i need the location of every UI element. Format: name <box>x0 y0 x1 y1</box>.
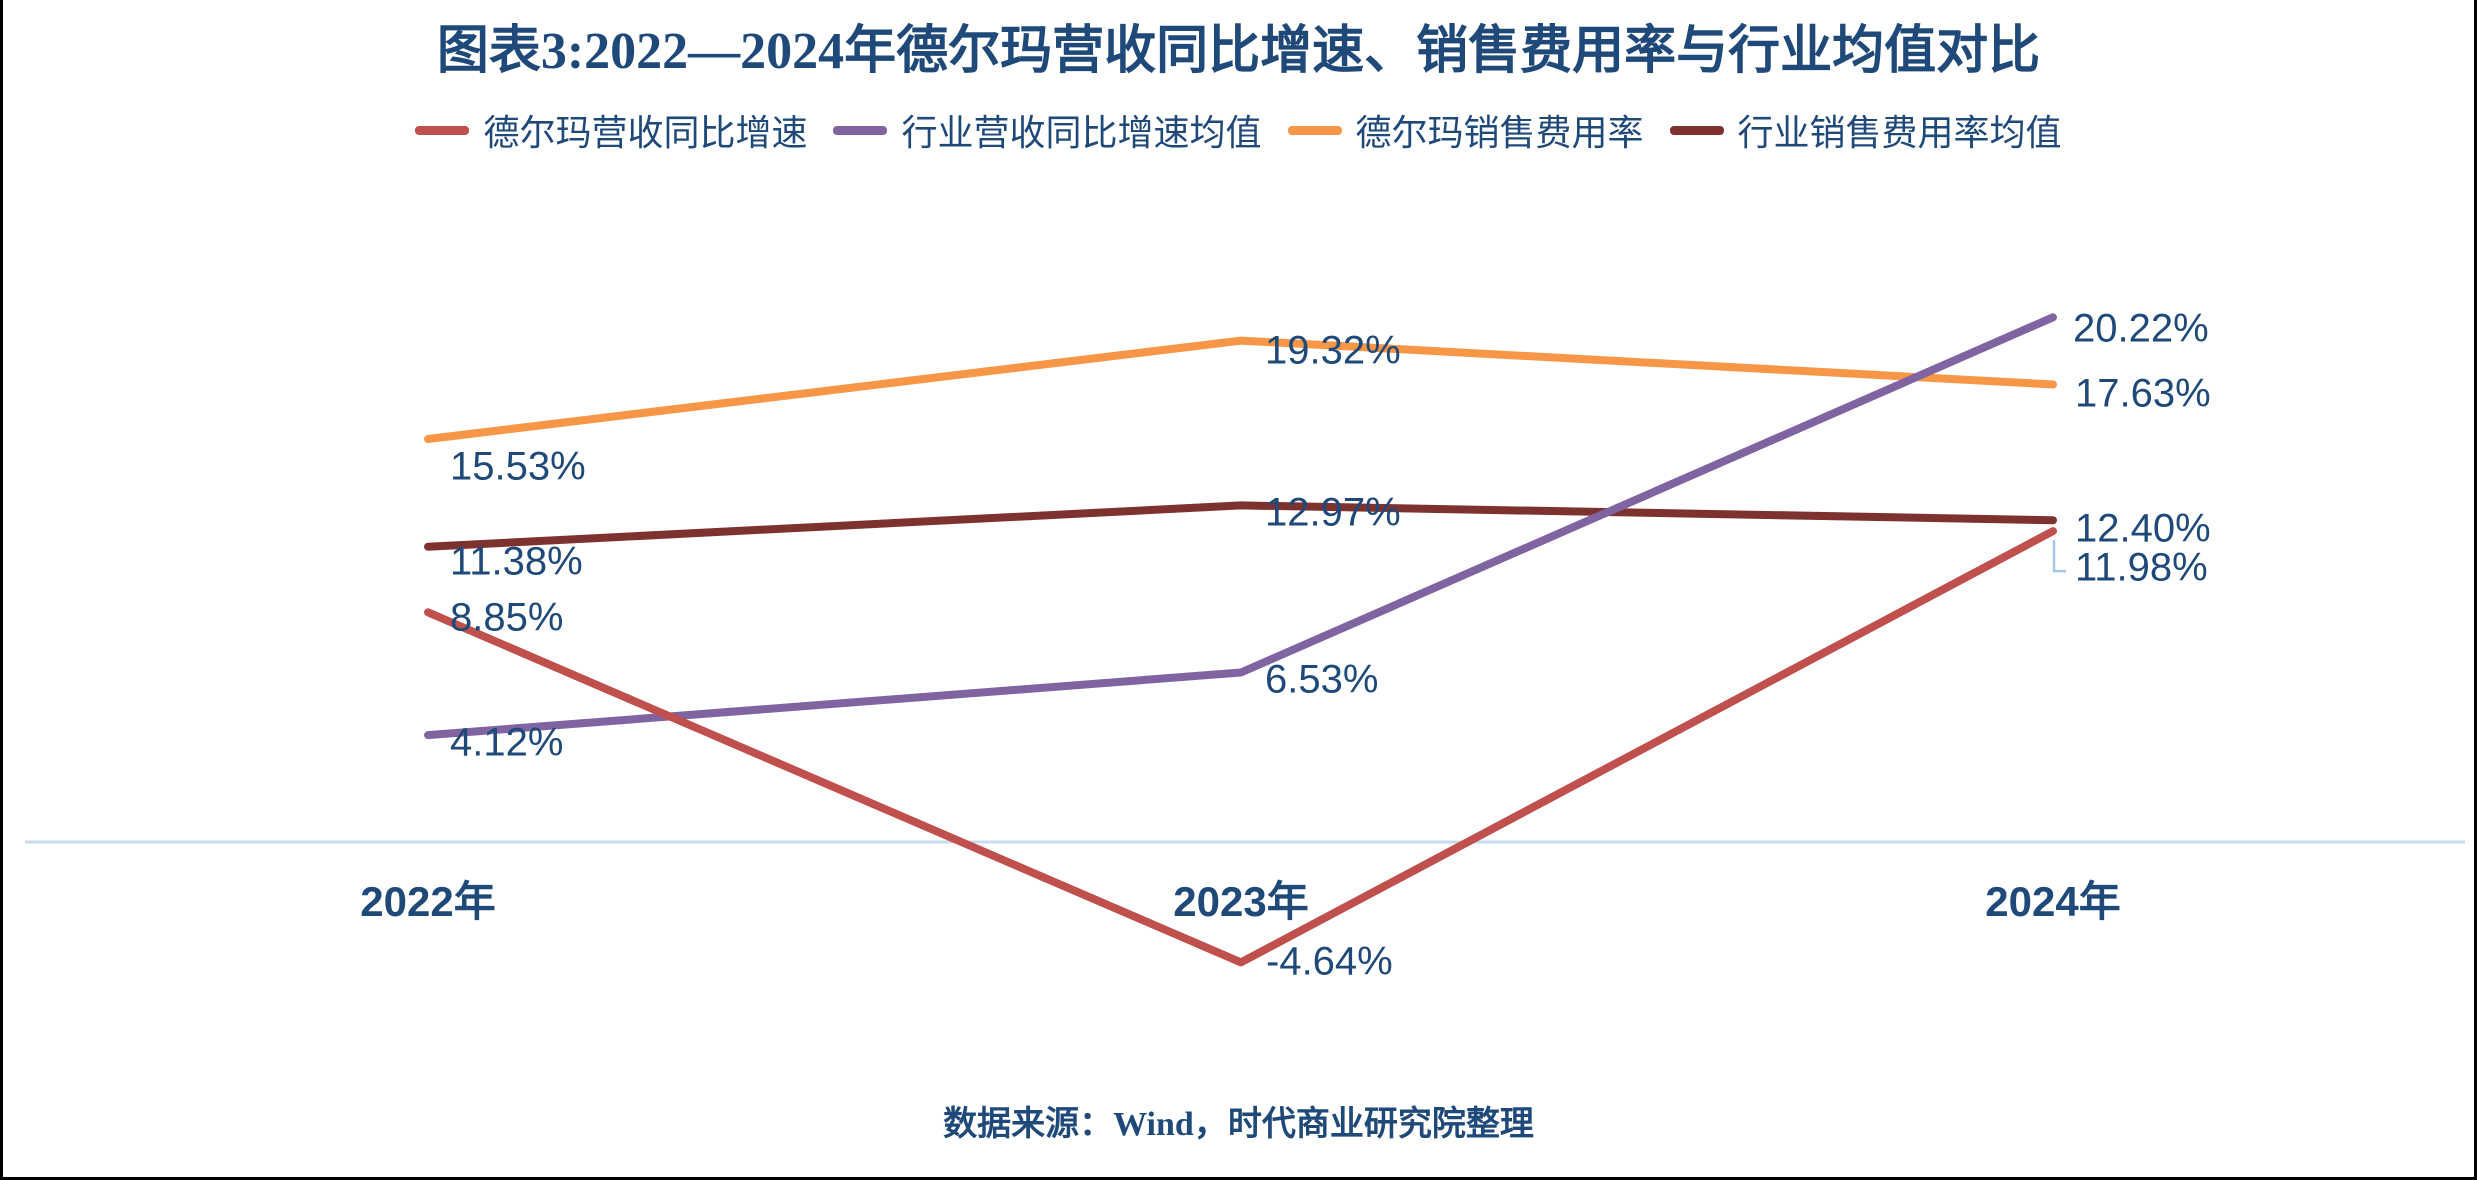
chart-title: 图表3:2022—2024年德尔玛营收同比增速、销售费用率与行业均值对比 <box>436 23 2041 80</box>
chart-legend: 德尔玛营收同比增速 行业营收同比增速均值 德尔玛销售费用率 行业销售费用率均值 <box>3 104 2474 156</box>
data-label-0-2: 11.98% <box>2075 545 2208 590</box>
data-label-2-1: 19.32% <box>1265 328 1401 373</box>
data-label-2-0: 15.53% <box>450 444 586 489</box>
label-leader-line <box>2052 540 2066 573</box>
legend-dash-icon <box>1669 125 1724 135</box>
data-label-3-1: 12.97% <box>1265 490 1401 535</box>
x-axis-label-2: 2024年 <box>1985 878 2121 925</box>
legend-item-0: 德尔玛营收同比增速 <box>415 104 807 156</box>
legend-label: 行业销售费用率均值 <box>1737 113 2062 153</box>
data-label-1-1: 6.53% <box>1265 657 1379 702</box>
x-axis-label-1: 2023年 <box>1173 878 1309 925</box>
series-line-2 <box>424 336 2057 443</box>
data-label-2-2: 17.63% <box>2075 371 2211 415</box>
data-label-1-0: 4.12% <box>450 720 564 765</box>
legend-label: 德尔玛销售费用率 <box>1355 113 1644 153</box>
data-label-3-2: 12.40% <box>2075 506 2211 551</box>
data-label-1-2: 20.22% <box>2073 306 2209 351</box>
legend-dash-icon <box>833 125 888 135</box>
legend-label: 行业营收同比增速均值 <box>901 113 1262 153</box>
legend-dash-icon <box>1287 125 1342 135</box>
legend-dash-icon <box>415 125 470 135</box>
x-axis-label-0: 2022年 <box>360 878 496 925</box>
series-line-3 <box>424 501 2057 551</box>
series-line-1 <box>424 313 2057 740</box>
legend-item-2: 德尔玛销售费用率 <box>1287 104 1644 156</box>
data-label-0-0: 8.85% <box>450 595 564 640</box>
data-label-3-0: 11.38% <box>450 539 583 584</box>
line-plot <box>25 313 2465 967</box>
data-label-0-1: -4.64% <box>1266 939 1393 984</box>
legend-item-1: 行业营收同比增速均值 <box>833 104 1262 156</box>
data-source-note: 数据来源：Wind，时代商业研究院整理 <box>943 1106 1534 1143</box>
legend-label: 德尔玛营收同比增速 <box>483 113 808 153</box>
series-line-0 <box>424 527 2057 967</box>
legend-item-3: 行业销售费用率均值 <box>1669 104 2062 156</box>
